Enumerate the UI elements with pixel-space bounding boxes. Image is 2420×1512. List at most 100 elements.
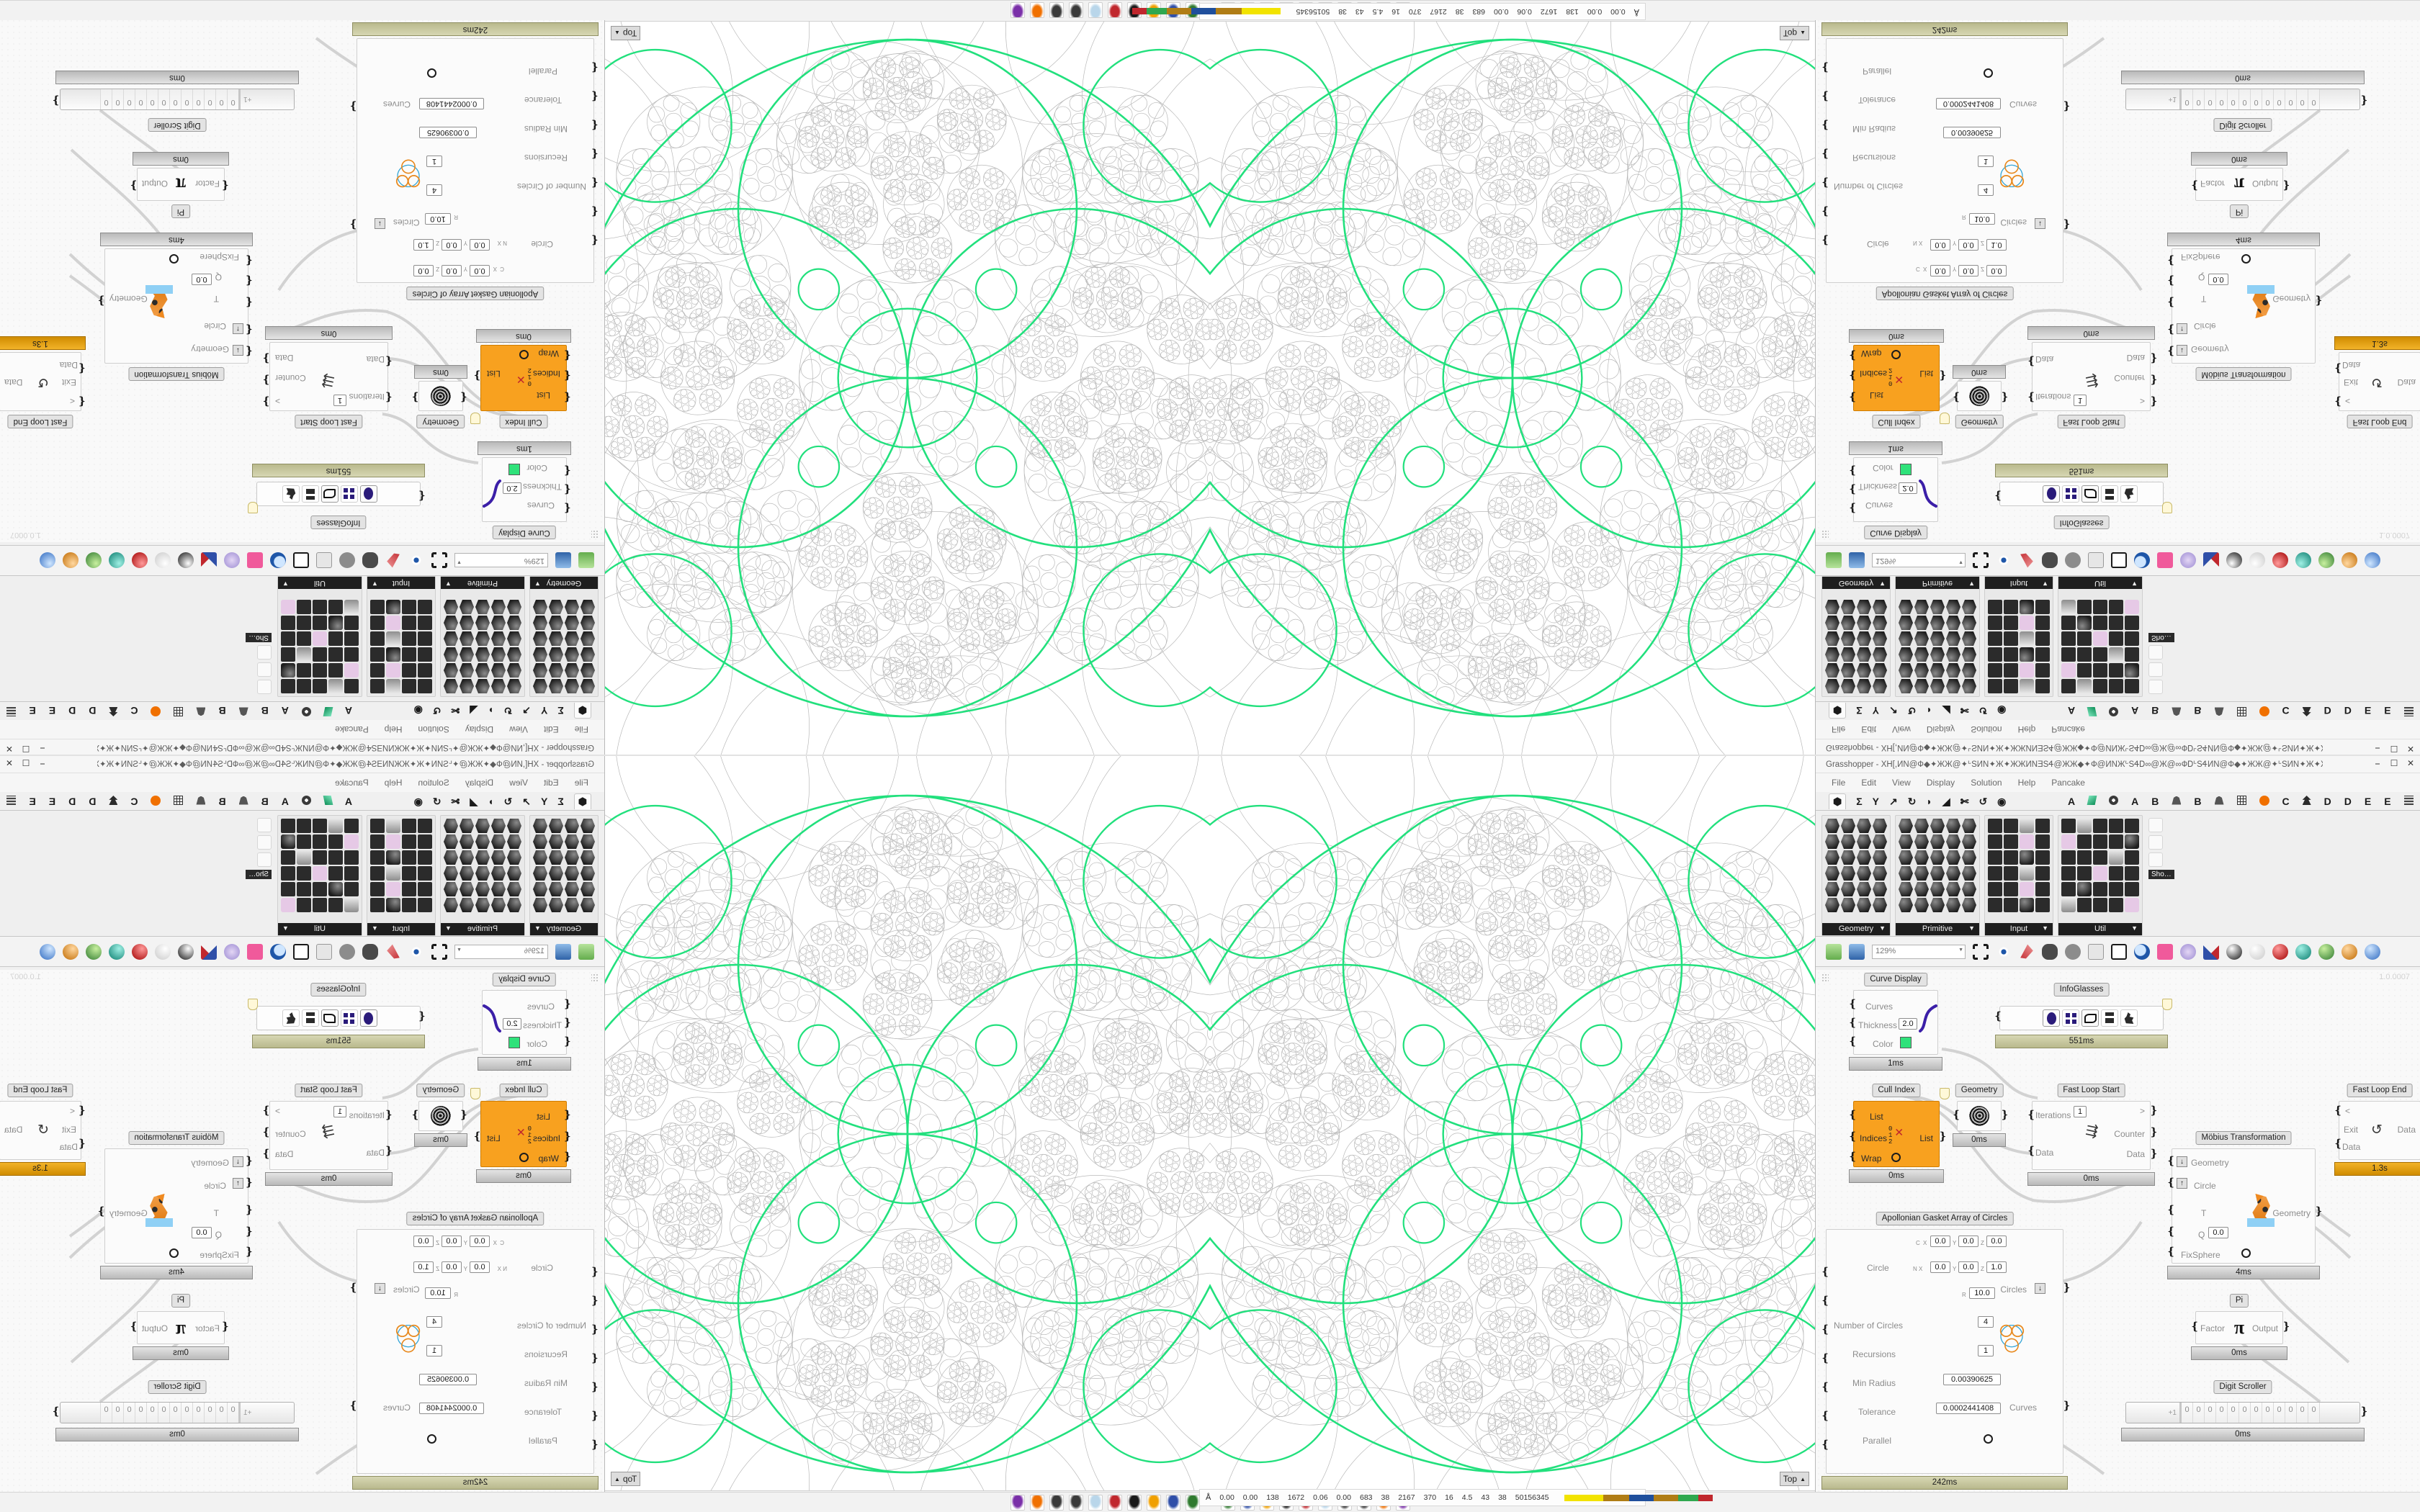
input-nub[interactable]: ❴ — [2190, 1321, 2200, 1333]
palette-component-icon[interactable] — [581, 882, 595, 896]
input-nub[interactable]: ❴ — [1821, 234, 1830, 246]
palette-component-icon[interactable] — [1946, 600, 1960, 614]
palette-component-icon[interactable] — [386, 882, 400, 896]
palette-component-icon[interactable] — [2093, 616, 2107, 630]
palette-component-icon[interactable] — [565, 647, 579, 662]
addon-c-tab[interactable]: C — [130, 705, 138, 717]
palette-component-icon[interactable] — [281, 679, 295, 693]
sphere-orange-icon[interactable] — [2341, 943, 2357, 960]
palette-component-icon[interactable] — [1946, 866, 1960, 881]
rhino-viewport-canvas[interactable] — [605, 0, 1210, 756]
recursions-value[interactable]: 1 — [1978, 1345, 1994, 1356]
params-tab[interactable]: ⬢ — [573, 703, 591, 719]
addon-b-tab[interactable]: B — [2151, 795, 2159, 807]
cluster-icon[interactable] — [339, 943, 355, 960]
menu-item-pancake[interactable]: Pancake — [2051, 724, 2085, 734]
component-curve-display[interactable]: Curve Display ❴ ❴ ❴ Curves Thickness 2.0… — [478, 973, 572, 1071]
palette-component-icon[interactable] — [491, 882, 506, 896]
chevron-down-icon[interactable]: ▼ — [1968, 580, 1975, 588]
scroller-digit[interactable]: 0 — [2239, 89, 2251, 109]
taskbar-app-4[interactable] — [1068, 2, 1083, 19]
palette-component-icon[interactable] — [281, 882, 295, 896]
palette-component-icon[interactable] — [1930, 663, 1945, 678]
menu-item-file[interactable]: File — [574, 778, 588, 788]
input-nub[interactable]: ❴ — [1952, 391, 1961, 402]
palette-component-icon[interactable] — [2061, 616, 2076, 630]
circle-z-value[interactable]: 1.0 — [413, 1261, 434, 1273]
palette-component-icon[interactable] — [2004, 663, 2018, 678]
parallel-toggle[interactable] — [1984, 68, 1993, 78]
palette-component-icon[interactable] — [507, 616, 521, 630]
canvas-toolbar[interactable]: 129% ▼ — [1816, 937, 2420, 967]
open-file-icon[interactable] — [1826, 552, 1842, 569]
palette-component-icon[interactable] — [2109, 882, 2123, 896]
scroller-prefix[interactable]: +1 — [243, 1408, 252, 1417]
chevron-down-icon[interactable]: ▼ — [1879, 580, 1886, 588]
input-nub[interactable]: ❴ — [1994, 1011, 2003, 1022]
taskbar-app-1[interactable] — [1010, 2, 1025, 19]
transform-tab[interactable]: ↺ — [1978, 795, 1988, 807]
palette-component-icon[interactable] — [1988, 834, 2002, 849]
palette-component-icon[interactable] — [1873, 866, 1887, 881]
input-nub[interactable]: ❴ — [1821, 1353, 1830, 1364]
profiler-icon[interactable] — [2042, 552, 2058, 569]
fixsphere-toggle[interactable] — [169, 1248, 179, 1258]
addon-flower-tab[interactable] — [301, 706, 311, 716]
c-x-value[interactable]: 0.0 — [470, 1236, 490, 1247]
scroller-prefix[interactable]: +1 — [2168, 1408, 2177, 1417]
palette-component-icon[interactable] — [491, 663, 506, 678]
component-flag-icon[interactable] — [2162, 999, 2172, 1010]
palette-component-icon[interactable] — [2077, 647, 2092, 662]
output-nub[interactable]: ❵ — [261, 1148, 271, 1160]
palette-component-icon[interactable] — [1857, 647, 1871, 662]
palette-component-icon[interactable] — [297, 600, 311, 614]
palette-component-icon[interactable] — [297, 819, 311, 833]
palette-component-icon[interactable] — [344, 647, 359, 662]
c-y-value[interactable]: 0.0 — [1958, 265, 1978, 276]
sphere-teal-icon[interactable] — [2295, 943, 2311, 960]
palette-component-icon[interactable] — [313, 819, 327, 833]
menu-item-view[interactable]: View — [509, 724, 528, 734]
profiler-icon[interactable] — [2042, 943, 2058, 960]
palette-component-icon[interactable] — [1988, 882, 2002, 896]
palette-component-icon[interactable] — [507, 882, 521, 896]
chevron-down-icon[interactable]: ▼ — [534, 924, 541, 932]
gha-assemblies-icon[interactable] — [316, 943, 332, 960]
palette-component-icon[interactable] — [2035, 679, 2050, 693]
palette-component-icon[interactable] — [1988, 600, 2002, 614]
palette-component-icon[interactable] — [1841, 647, 1855, 662]
chevron-down-icon[interactable]: ▼ — [2042, 580, 2048, 588]
palette-component-icon[interactable] — [1841, 866, 1855, 881]
palette-component-icon[interactable] — [370, 882, 385, 896]
maximize-icon[interactable]: ☐ — [2390, 744, 2398, 754]
palette-component-icon[interactable] — [1899, 647, 1913, 662]
mesh-tab[interactable]: ◢ — [1942, 795, 1950, 807]
mesh-tab[interactable]: ◢ — [1942, 705, 1950, 717]
palette-component-icon[interactable] — [1946, 663, 1960, 678]
input-nub[interactable]: ❴ — [590, 1439, 599, 1451]
menu-item-view[interactable]: View — [1892, 724, 1911, 734]
tolerance-value[interactable]: 0.0002441408 — [419, 1403, 484, 1414]
info-glasses-d-icon[interactable] — [302, 1009, 319, 1027]
circle-nx-value[interactable]: 0.0 — [1930, 239, 1950, 251]
parallel-toggle[interactable] — [1984, 1434, 1993, 1444]
component-curve-display[interactable]: Curve Display ❴ ❴ ❴ Curves Thickness 2.0… — [1848, 441, 1942, 539]
input-nub[interactable]: ❴ — [2027, 1146, 2036, 1157]
taskbar-app-6[interactable] — [1107, 1494, 1122, 1511]
palette-component-icon[interactable] — [297, 616, 311, 630]
infoglasses-toolbar[interactable]: ❴ — [1994, 1006, 2164, 1030]
input-nub[interactable]: ❴ — [1821, 61, 1830, 73]
palette-group-input[interactable]: Input ▼ — [367, 815, 436, 936]
curve-tab[interactable]: ↻ — [503, 705, 513, 717]
palette-component-icon[interactable] — [1930, 600, 1945, 614]
input-nub[interactable]: ❴ — [1848, 349, 1857, 361]
menu-item-display[interactable]: Display — [465, 724, 494, 734]
input-nub[interactable]: ❴ — [1848, 483, 1857, 495]
bulb-icon[interactable] — [2180, 943, 2196, 960]
gift-icon[interactable] — [2157, 552, 2173, 569]
palette-component-icon[interactable] — [507, 834, 521, 849]
input-nub[interactable]: ❴ — [563, 349, 572, 361]
palette-component-icon[interactable] — [460, 631, 474, 646]
input-nub[interactable]: ❴ — [244, 1156, 254, 1167]
palette-component-icon[interactable] — [2020, 866, 2034, 881]
